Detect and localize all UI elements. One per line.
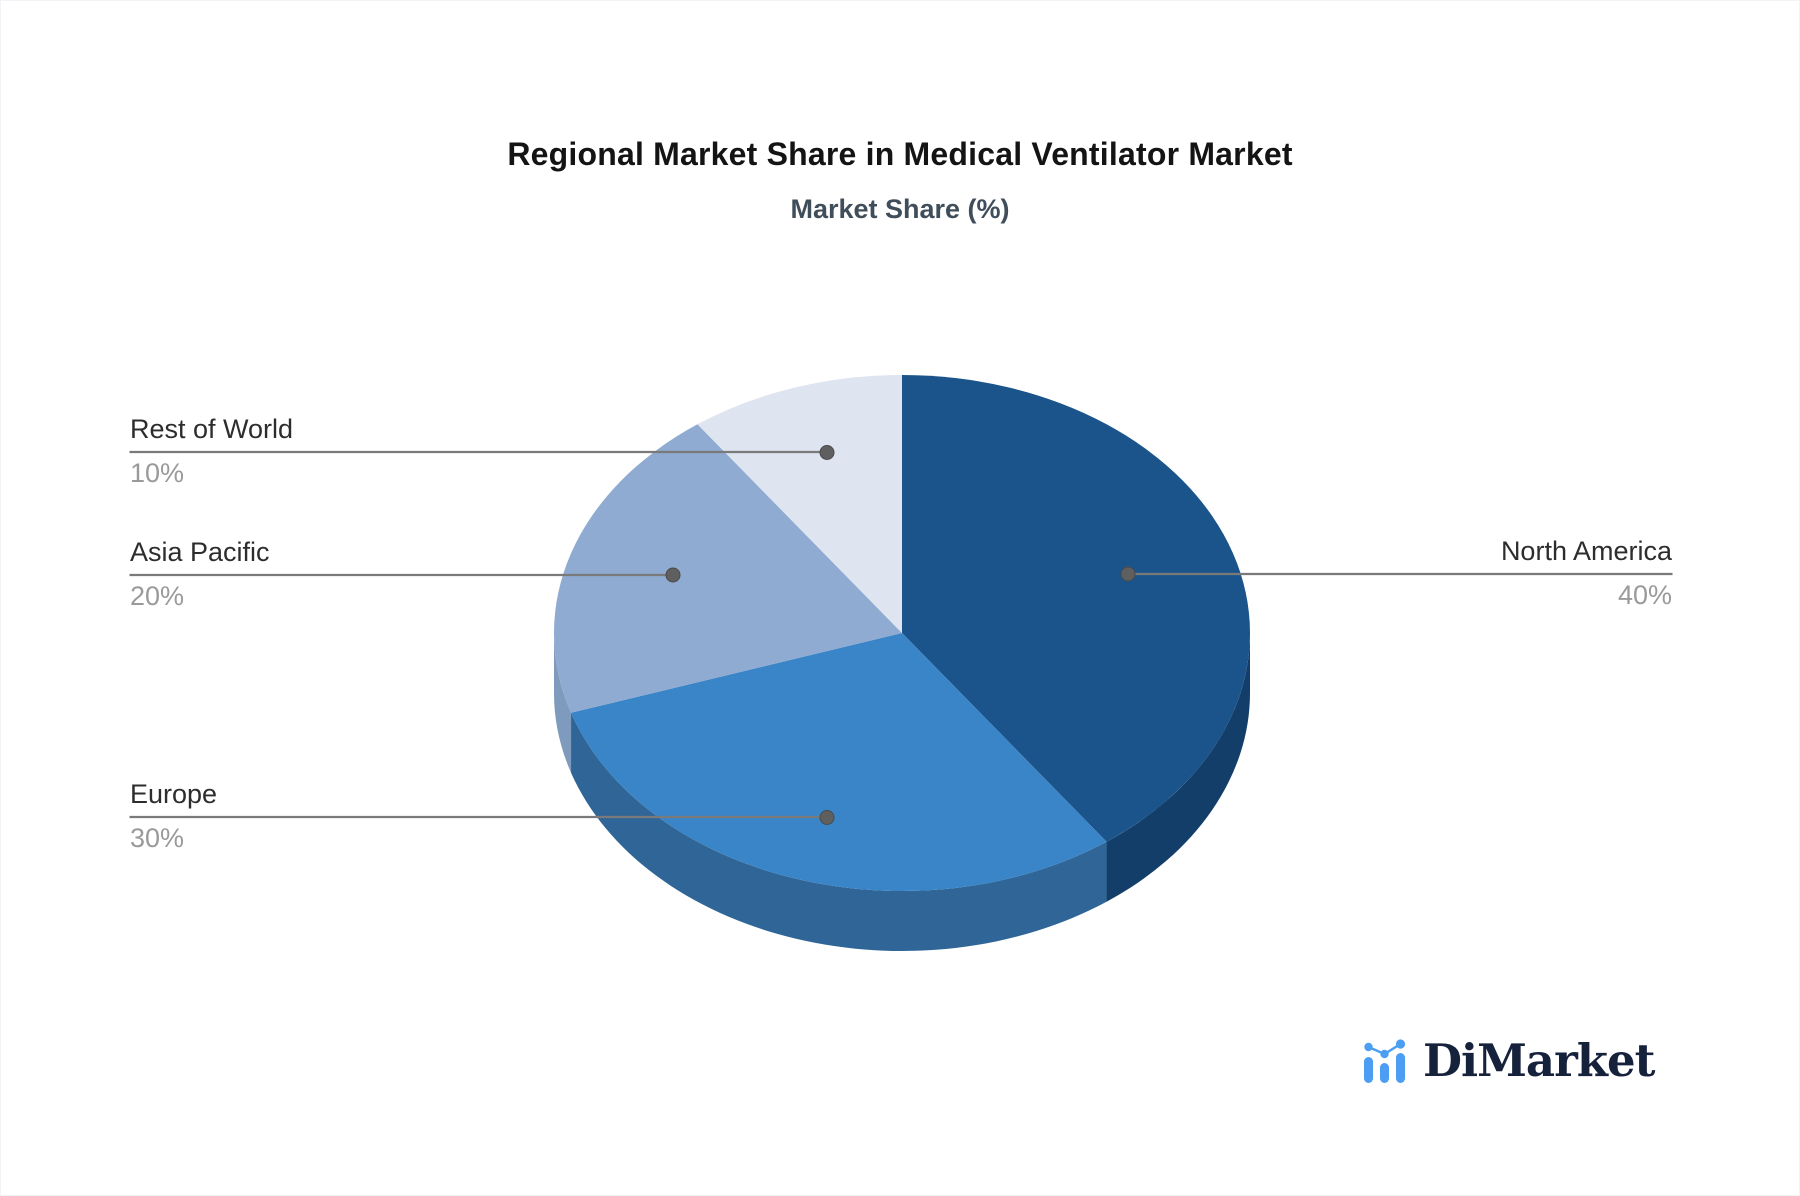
brand-name: DiMarket [1423,1034,1655,1087]
leader-dot-europe [819,810,835,825]
pie-slice-side-north-america [1106,633,1250,902]
bar-chart-logo-icon [1364,1039,1406,1083]
leader-dot-rest-of-world [819,445,835,460]
pie-callout-value-rest-of-world: 10% [130,458,185,488]
pie-callout-label-asia-pacific: Asia Pacific [130,537,270,567]
pie-slice-north-america[interactable] [902,375,1250,842]
brand-logo: DiMarket [1362,1034,1655,1087]
pie-slice-europe[interactable] [571,633,1107,891]
pie-callout-value-asia-pacific: 20% [130,581,185,611]
chart-subtitle: Market Share (%) [790,194,1010,224]
pie-slice-rest-of-world[interactable] [697,375,902,633]
leader-dot-asia-pacific [665,567,681,583]
pie-slice-side-asia-pacific [554,633,572,773]
pie-callout-label-europe: Europe [130,779,218,809]
chart-title: Regional Market Share in Medical Ventila… [507,136,1293,172]
leader-dot-north-america [1120,566,1136,582]
pie-slice-asia-pacific[interactable] [554,424,902,713]
pie-callout-label-north-america: North America [1500,536,1672,566]
pie-callout-value-europe: 30% [130,823,185,853]
pie-callout-label-rest-of-world: Rest of World [130,414,294,444]
pie-slice-side-europe [571,712,1107,951]
pie-callout-value-north-america: 40% [1617,580,1672,610]
